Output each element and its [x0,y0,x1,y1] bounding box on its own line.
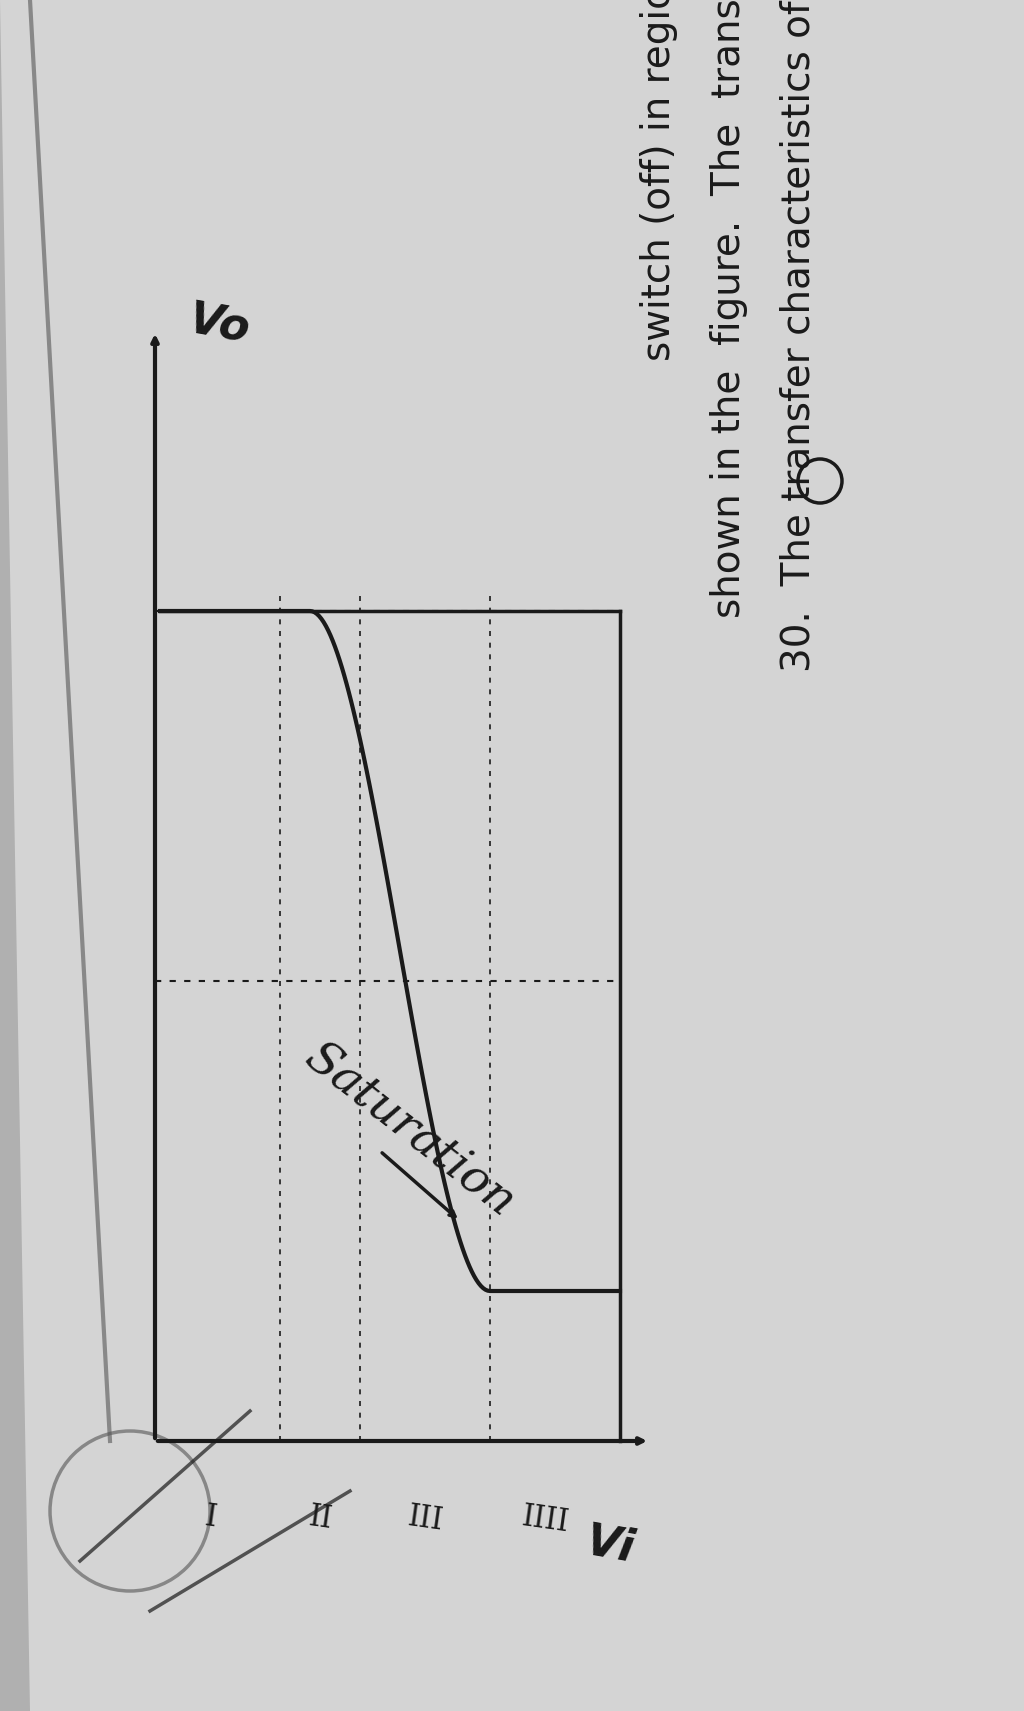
Text: Vo: Vo [185,298,253,351]
Text: I: I [202,1501,218,1533]
Text: 30.  The transfer characteristics of a  ⒸE  amplifier is: 30. The transfer characteristics of a ⒸE… [780,0,818,671]
Text: switch (off) in region: switch (off) in region [640,0,678,361]
Text: Saturation: Saturation [296,1035,524,1227]
Text: III: III [406,1501,444,1536]
Text: shown in the  figure.  The  transistor  works  as: shown in the figure. The transistor work… [710,0,748,618]
Text: II: II [306,1501,334,1535]
Text: IIII: IIII [519,1501,570,1538]
Text: Vi: Vi [582,1521,638,1572]
